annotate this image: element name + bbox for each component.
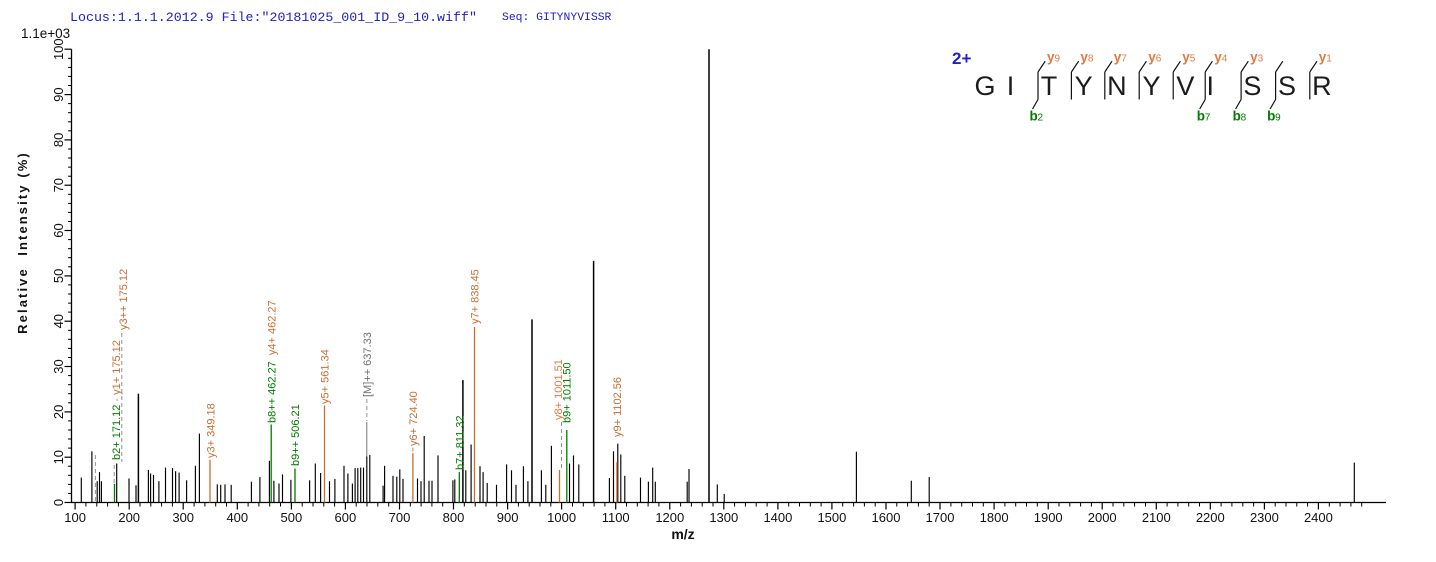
svg-text:Relative Intensity (%): Relative Intensity (%) bbox=[15, 151, 30, 334]
svg-text:1400: 1400 bbox=[763, 510, 792, 525]
svg-text:y6+ 724.40: y6+ 724.40 bbox=[408, 391, 420, 446]
svg-text:7: 7 bbox=[1121, 54, 1127, 65]
svg-text:b: b bbox=[1197, 109, 1205, 124]
svg-text:b9++ 506.21: b9++ 506.21 bbox=[290, 404, 302, 466]
svg-text:70: 70 bbox=[51, 178, 66, 192]
svg-text:900: 900 bbox=[497, 510, 519, 525]
svg-text:1700: 1700 bbox=[926, 510, 955, 525]
svg-text:y3++ 175.12: y3++ 175.12 bbox=[118, 269, 130, 330]
svg-text:30: 30 bbox=[51, 359, 66, 373]
svg-text:9: 9 bbox=[1275, 113, 1281, 124]
svg-text:50: 50 bbox=[51, 269, 66, 283]
svg-text:Y: Y bbox=[1142, 71, 1160, 101]
svg-text:500: 500 bbox=[281, 510, 303, 525]
svg-text:90: 90 bbox=[51, 87, 66, 101]
svg-text:2100: 2100 bbox=[1142, 510, 1171, 525]
svg-text:6: 6 bbox=[1156, 54, 1162, 65]
svg-text:b: b bbox=[1233, 109, 1241, 124]
svg-text:9: 9 bbox=[1055, 54, 1061, 65]
svg-text:60: 60 bbox=[51, 223, 66, 237]
svg-text:1900: 1900 bbox=[1034, 510, 1063, 525]
svg-text:2+: 2+ bbox=[952, 49, 971, 68]
svg-text:4: 4 bbox=[1222, 54, 1228, 65]
svg-text:2400: 2400 bbox=[1304, 510, 1333, 525]
svg-text:2: 2 bbox=[1038, 113, 1044, 124]
svg-text:40: 40 bbox=[51, 314, 66, 328]
svg-text:Y: Y bbox=[1075, 71, 1093, 101]
svg-text:y: y bbox=[1250, 50, 1258, 65]
svg-text:1500: 1500 bbox=[817, 510, 846, 525]
svg-text:I: I bbox=[1207, 71, 1215, 101]
svg-text:y: y bbox=[1114, 50, 1122, 65]
svg-text:y9+ 1102.56: y9+ 1102.56 bbox=[612, 377, 624, 437]
svg-text:20: 20 bbox=[51, 405, 66, 419]
svg-text:800: 800 bbox=[443, 510, 465, 525]
svg-text:2200: 2200 bbox=[1196, 510, 1225, 525]
svg-text:y5+ 561.34: y5+ 561.34 bbox=[320, 349, 332, 404]
svg-text:b: b bbox=[1030, 109, 1038, 124]
svg-text:8: 8 bbox=[1241, 113, 1247, 124]
svg-text:I: I bbox=[1007, 71, 1015, 101]
svg-text:b2+ 171.12 - y1+ 175.12: b2+ 171.12 - y1+ 175.12 bbox=[111, 340, 123, 460]
svg-text:600: 600 bbox=[335, 510, 357, 525]
svg-text:y7+ 838.45: y7+ 838.45 bbox=[470, 269, 482, 324]
svg-text:300: 300 bbox=[172, 510, 194, 525]
svg-text:1.1e+03: 1.1e+03 bbox=[21, 26, 70, 41]
svg-text:80: 80 bbox=[51, 133, 66, 147]
svg-text:Seq: GITYNYVISSR: Seq: GITYNYVISSR bbox=[502, 12, 612, 24]
svg-text:10: 10 bbox=[51, 450, 66, 464]
svg-text:200: 200 bbox=[118, 510, 140, 525]
svg-text:y: y bbox=[1214, 50, 1222, 65]
svg-text:100: 100 bbox=[51, 38, 66, 60]
svg-text:100: 100 bbox=[64, 510, 86, 525]
svg-text:b9+ 1011.50: b9+ 1011.50 bbox=[562, 362, 574, 423]
svg-text:y8+ 1001.51: y8+ 1001.51 bbox=[553, 359, 565, 420]
svg-text:8: 8 bbox=[1088, 54, 1094, 65]
svg-text:S: S bbox=[1243, 71, 1261, 101]
svg-text:3: 3 bbox=[1258, 54, 1264, 65]
svg-text:1000: 1000 bbox=[547, 510, 576, 525]
svg-text:G: G bbox=[974, 71, 995, 101]
svg-text:y: y bbox=[1047, 50, 1055, 65]
svg-text:0: 0 bbox=[51, 499, 66, 506]
svg-text:400: 400 bbox=[226, 510, 248, 525]
svg-text:V: V bbox=[1176, 71, 1194, 101]
svg-text:b8++ 462.27 y4+ 462.27: b8++ 462.27 y4+ 462.27 bbox=[266, 300, 278, 423]
svg-text:2300: 2300 bbox=[1250, 510, 1279, 525]
svg-text:y: y bbox=[1319, 50, 1327, 65]
svg-text:T: T bbox=[1041, 71, 1058, 101]
svg-text:1200: 1200 bbox=[655, 510, 684, 525]
svg-text:N: N bbox=[1107, 71, 1127, 101]
svg-text:R: R bbox=[1312, 71, 1332, 101]
svg-text:5: 5 bbox=[1190, 54, 1196, 65]
svg-text:y: y bbox=[1148, 50, 1156, 65]
svg-text:2000: 2000 bbox=[1088, 510, 1117, 525]
svg-text:y: y bbox=[1080, 50, 1088, 65]
svg-text:S: S bbox=[1278, 71, 1296, 101]
svg-text:1300: 1300 bbox=[709, 510, 738, 525]
svg-text:[M]++ 637.33: [M]++ 637.33 bbox=[362, 332, 374, 397]
svg-text:Locus:1.1.1.2012.9 File:"20181: Locus:1.1.1.2012.9 File:"20181025_001_ID… bbox=[70, 10, 477, 25]
svg-text:7: 7 bbox=[1205, 113, 1211, 124]
svg-text:y3+ 349.18: y3+ 349.18 bbox=[206, 403, 218, 458]
svg-text:y: y bbox=[1182, 50, 1190, 65]
svg-text:1100: 1100 bbox=[602, 510, 630, 525]
svg-text:700: 700 bbox=[389, 510, 411, 525]
svg-text:m/z: m/z bbox=[671, 526, 694, 542]
svg-text:b: b bbox=[1267, 109, 1275, 124]
svg-text:b7+ 811.32: b7+ 811.32 bbox=[455, 415, 467, 470]
svg-text:1: 1 bbox=[1326, 54, 1332, 65]
svg-text:1600: 1600 bbox=[872, 510, 901, 525]
svg-text:1800: 1800 bbox=[980, 510, 1009, 525]
